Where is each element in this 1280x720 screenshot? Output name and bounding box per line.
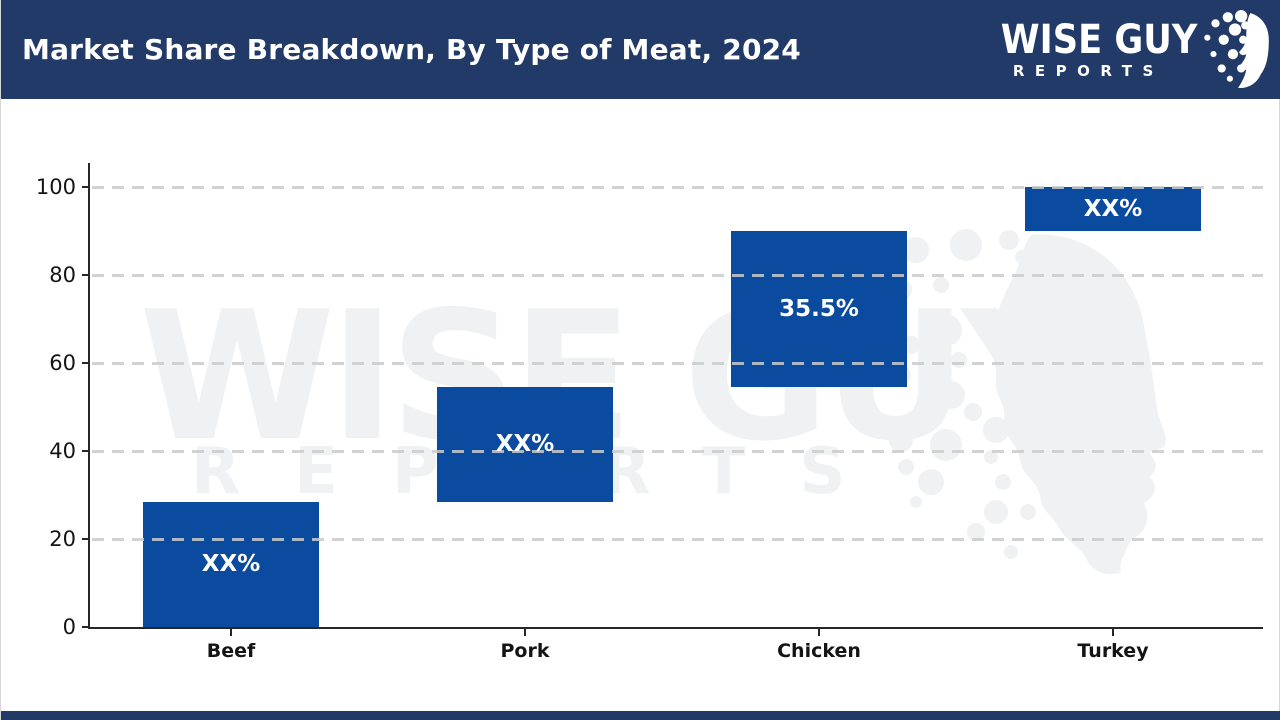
x-label-beef: Beef — [206, 640, 256, 662]
y-label-100: 100 — [35, 175, 76, 199]
x-axis-spine — [88, 627, 1263, 629]
y-tick-20 — [82, 538, 90, 540]
watermark-text-wiseguy: WISE GUY — [139, 273, 1091, 480]
x-tick-turkey — [1112, 629, 1114, 636]
bar-chicken — [731, 231, 907, 388]
y-tick-60 — [82, 362, 90, 364]
brand-subtitle: REPORTS — [1012, 62, 1164, 80]
gridline-40 — [92, 450, 1263, 453]
bar-label-pork: XX% — [495, 431, 555, 458]
bar-pork — [437, 387, 613, 502]
bar-label-chicken: 35.5% — [779, 296, 859, 323]
brand-head-dots-icon — [1204, 10, 1269, 89]
x-label-turkey: Turkey — [1077, 640, 1149, 662]
y-label-0: 0 — [62, 615, 76, 639]
y-label-60: 60 — [49, 351, 76, 375]
brand-logo: WISE GUY REPORTS — [1000, 6, 1271, 94]
brand-name: WISE GUY — [1000, 17, 1197, 63]
gridline-20 — [92, 538, 1263, 541]
y-tick-40 — [82, 450, 90, 452]
y-tick-80 — [82, 274, 90, 276]
y-tick-0 — [82, 626, 90, 628]
y-label-40: 40 — [49, 439, 76, 463]
gridline-100 — [92, 186, 1263, 189]
gridline-60 — [92, 362, 1263, 365]
y-tick-100 — [82, 186, 90, 188]
header-bar: Market Share Breakdown, By Type of Meat,… — [1, 0, 1280, 99]
footer-bar — [1, 711, 1280, 720]
y-axis-spine — [88, 163, 90, 629]
y-label-20: 20 — [49, 527, 76, 551]
bar-label-turkey: XX% — [1083, 196, 1143, 222]
bar-beef — [143, 501, 319, 627]
x-tick-pork — [524, 629, 526, 636]
x-label-pork: Pork — [500, 640, 550, 662]
bar-label-beef: XX% — [201, 551, 261, 578]
y-label-80: 80 — [49, 263, 76, 287]
x-tick-chicken — [818, 629, 820, 636]
chart-title: Market Share Breakdown, By Type of Meat,… — [22, 33, 801, 66]
brand-logo-text: WISE GUY REPORTS — [974, 20, 1197, 80]
bar-turkey — [1025, 187, 1201, 231]
x-label-chicken: Chicken — [777, 640, 861, 662]
gridline-80 — [92, 274, 1263, 277]
x-tick-beef — [230, 629, 232, 636]
